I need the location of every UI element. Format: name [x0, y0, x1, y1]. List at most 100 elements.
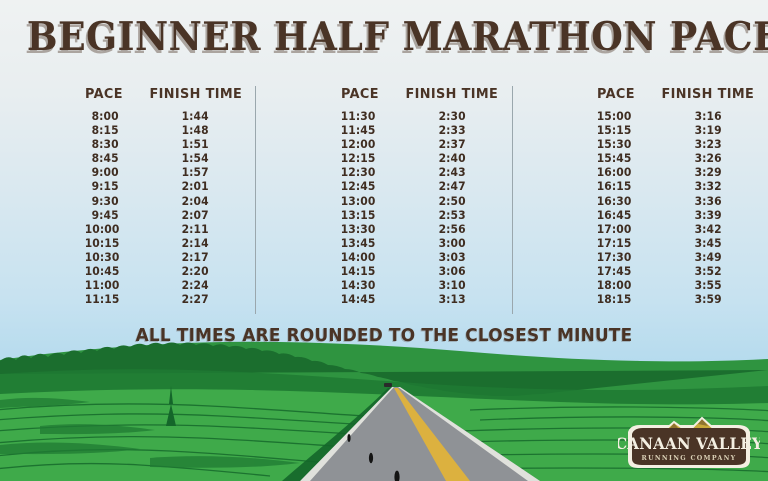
finish-cell: 3:03	[438, 250, 466, 264]
finish-cell: 2:37	[438, 138, 466, 152]
landscape-illustration	[0, 330, 768, 481]
finish-cell: 2:07	[181, 208, 210, 222]
finish-cell: 2:01	[181, 180, 210, 194]
finish-cell: 3:52	[694, 265, 722, 279]
pace-cell: 11:00	[84, 279, 119, 293]
pace-cell: 13:00	[340, 194, 376, 208]
column-header-pace: PACE	[84, 86, 123, 102]
finish-cell: 1:57	[181, 166, 210, 180]
finish-cell: 2:11	[181, 222, 210, 236]
pace-cell: 18:00	[596, 279, 632, 293]
road-edges	[282, 387, 392, 481]
logo-tagline: RUNNING COMPANY	[642, 455, 737, 462]
pace-cell: 8:15	[92, 124, 120, 138]
finish-cell: 2:56	[438, 222, 466, 236]
finish-cell: 3:29	[694, 166, 722, 180]
finish-column-3: FINISH TIME 3:16 3:19 3:23 3:26 3:29 3:3…	[648, 86, 768, 314]
finish-cell: 3:49	[694, 250, 722, 264]
page-title: BEGINNER HALF MARATHON PACE CHART	[26, 14, 768, 60]
pace-cell: 12:00	[340, 138, 376, 152]
pace-cell: 9:30	[92, 194, 120, 208]
finish-cell: 2:47	[438, 180, 466, 194]
column-header-pace: PACE	[597, 86, 636, 102]
finish-cell: 2:50	[438, 194, 466, 208]
pace-column-1: PACE 8:00 8:15 8:30 8:45 9:00 9:15 9:30 …	[0, 86, 136, 314]
pace-column-3: PACE 15:00 15:15 15:30 15:45 16:00 16:15…	[513, 86, 649, 314]
runner-figures	[347, 434, 400, 481]
pace-cell: 17:45	[596, 265, 632, 279]
pace-cell: 15:45	[596, 152, 632, 166]
pace-cell: 14:00	[340, 250, 376, 264]
pace-cell: 8:00	[92, 110, 120, 123]
pace-column-2: PACE 11:30 11:45 12:00 12:15 12:30 12:45…	[256, 86, 392, 314]
pace-cell: 9:15	[92, 180, 120, 194]
pace-cell: 16:00	[596, 166, 632, 180]
pace-cell: 9:00	[92, 166, 120, 180]
pace-cell: 13:15	[340, 208, 376, 222]
pace-cell: 8:45	[92, 152, 120, 166]
finish-column-2: FINISH TIME 2:30 2:33 2:37 2:40 2:43 2:4…	[392, 86, 512, 314]
pace-cell: 15:00	[596, 110, 632, 123]
finish-cell: 3:32	[694, 180, 722, 194]
pace-cell: 10:45	[84, 265, 119, 279]
finish-cell: 1:54	[181, 152, 210, 166]
finish-cell: 3:00	[438, 236, 466, 250]
pace-cell: 15:15	[596, 124, 632, 138]
finish-cell: 3:19	[694, 124, 722, 138]
finish-cell: 1:48	[181, 124, 210, 138]
finish-cell: 3:13	[438, 293, 466, 307]
pace-cell: 10:30	[84, 250, 119, 264]
finish-column-1: FINISH TIME 1:44 1:48 1:51 1:54 1:57 2:0…	[136, 86, 256, 314]
pace-cell: 16:30	[596, 194, 632, 208]
treeline-canopy	[0, 342, 768, 396]
footnote-text: ALL TIMES ARE ROUNDED TO THE CLOSEST MIN…	[135, 325, 633, 346]
finish-cell: 2:14	[181, 236, 210, 250]
logo-name: CANAAN VALLEY	[618, 435, 760, 453]
pace-cell: 12:45	[340, 180, 376, 194]
finish-cell: 3:10	[438, 279, 466, 293]
pace-cell: 13:45	[340, 236, 376, 250]
column-header-finish-time: FINISH TIME	[405, 86, 499, 102]
finish-cell: 3:42	[694, 222, 722, 236]
column-header-finish-time: FINISH TIME	[661, 86, 755, 102]
finish-cell: 3:16	[694, 110, 722, 123]
pace-cell: 17:00	[596, 222, 632, 236]
pace-table-section-1: PACE 8:00 8:15 8:30 8:45 9:00 9:15 9:30 …	[0, 86, 255, 314]
finish-cell: 3:36	[694, 194, 722, 208]
pace-cell: 12:15	[340, 152, 376, 166]
finish-cell: 2:53	[438, 208, 466, 222]
finish-cell: 3:39	[694, 208, 722, 222]
pace-cell: 14:30	[340, 279, 376, 293]
logo-badge	[632, 428, 746, 465]
pace-cell: 12:30	[340, 166, 376, 180]
column-header-finish-time: FINISH TIME	[149, 86, 242, 102]
conifer-tree	[166, 386, 176, 426]
finish-cell: 3:55	[694, 279, 722, 293]
pace-cell: 9:45	[92, 208, 120, 222]
pace-table-section-3: PACE 15:00 15:15 15:30 15:45 16:00 16:15…	[511, 86, 768, 314]
finish-cell: 3:23	[694, 138, 722, 152]
pace-cell: 14:45	[340, 293, 376, 307]
pace-cell: 16:15	[596, 180, 632, 194]
pace-cell: 13:30	[340, 222, 376, 236]
pace-cell: 17:30	[596, 250, 632, 264]
finish-cell: 2:40	[438, 152, 466, 166]
finish-cell: 1:51	[181, 138, 210, 152]
finish-cell: 3:06	[438, 265, 466, 279]
finish-cell: 2:24	[181, 279, 210, 293]
road	[300, 387, 540, 481]
distant-vehicle	[384, 383, 392, 387]
pace-cell: 11:30	[340, 110, 376, 123]
finish-cell: 3:59	[694, 293, 722, 307]
pace-table: PACE 8:00 8:15 8:30 8:45 9:00 9:15 9:30 …	[0, 86, 768, 314]
finish-cell: 1:44	[181, 110, 210, 123]
finish-cell: 2:27	[181, 293, 210, 307]
finish-cell: 2:33	[438, 124, 466, 138]
pace-cell: 10:00	[84, 222, 119, 236]
column-header-pace: PACE	[341, 86, 380, 102]
pace-cell: 14:15	[340, 265, 376, 279]
finish-cell: 3:26	[694, 152, 722, 166]
finish-cell: 2:04	[181, 194, 210, 208]
pace-cell: 8:30	[92, 138, 120, 152]
